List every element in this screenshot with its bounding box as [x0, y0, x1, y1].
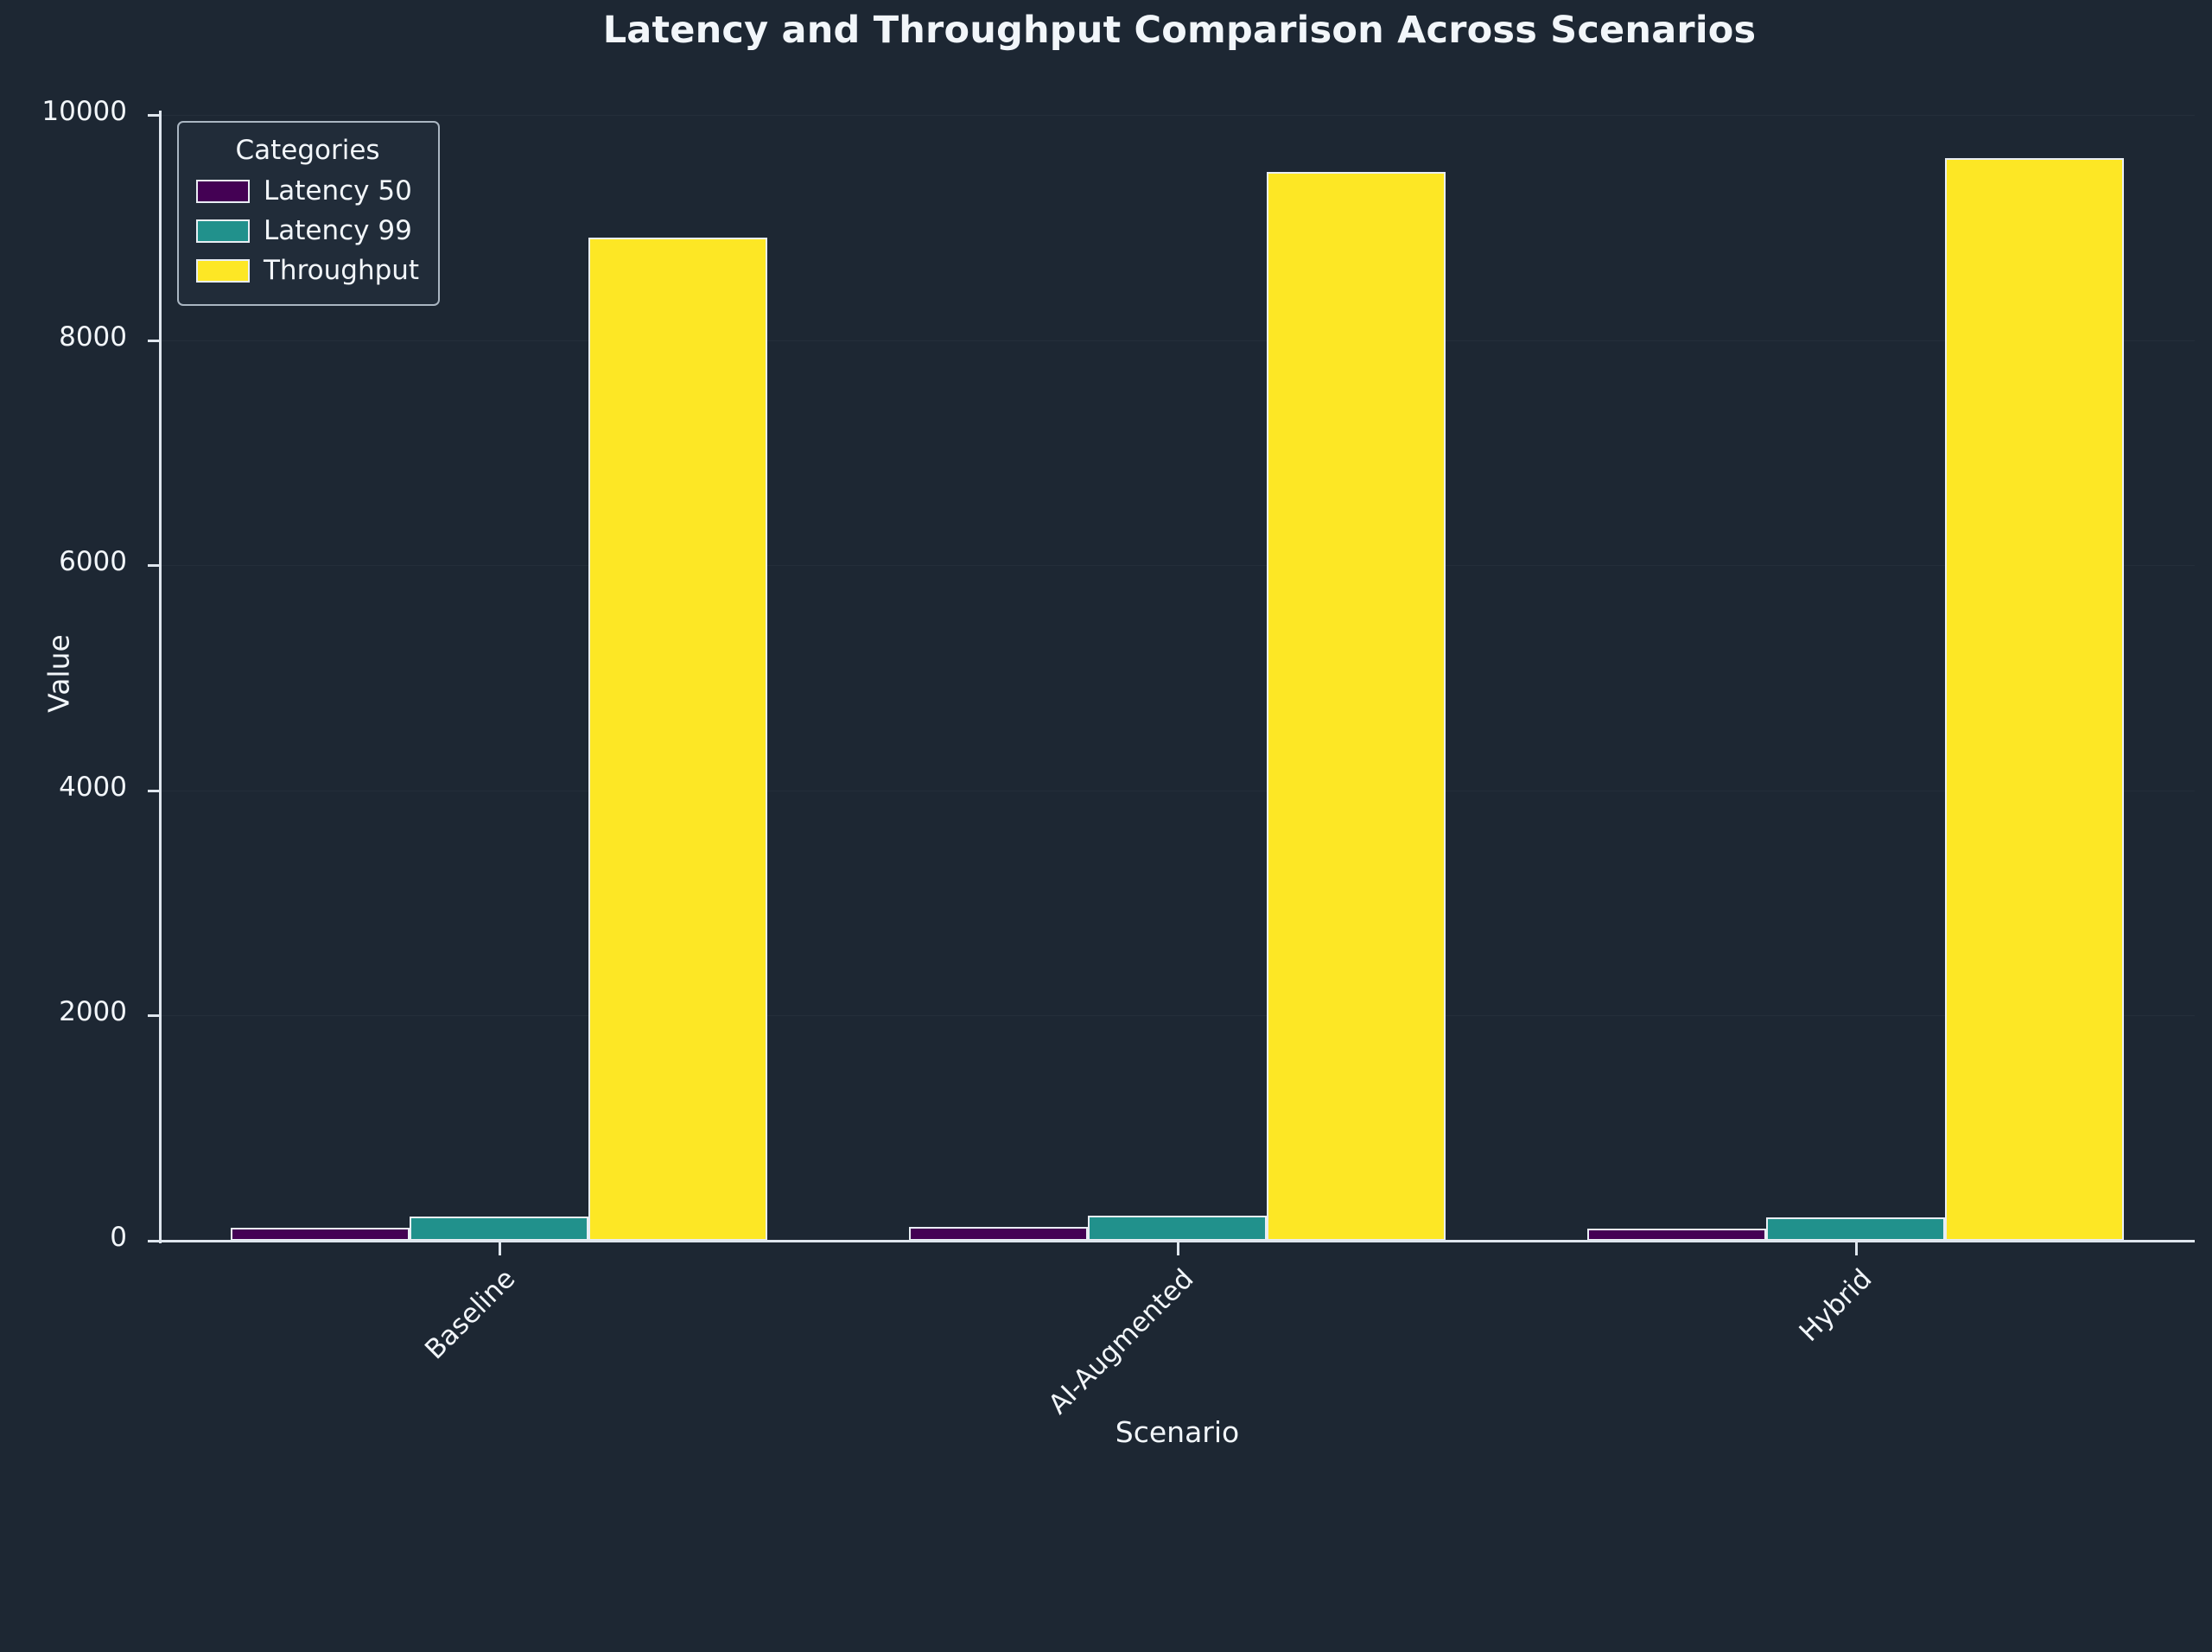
x-tick-label: Hybrid — [1793, 1263, 1878, 1348]
y-tick-label: 8000 — [59, 321, 127, 353]
bar[interactable] — [588, 238, 767, 1241]
x-tick-label: Baseline — [418, 1263, 521, 1366]
bar[interactable] — [1088, 1215, 1267, 1241]
x-axis-spine — [159, 1240, 2195, 1242]
y-tick-mark — [148, 339, 159, 342]
y-tick-label: 4000 — [59, 771, 127, 803]
legend-swatch-icon — [196, 219, 250, 243]
bar[interactable] — [1266, 172, 1446, 1241]
bar[interactable] — [909, 1227, 1089, 1241]
y-axis-title: Value — [41, 634, 76, 713]
bar[interactable] — [410, 1217, 588, 1241]
legend-title: Categories — [235, 135, 380, 166]
x-tick-mark — [498, 1242, 501, 1255]
legend-label: Latency 50 — [264, 175, 412, 206]
x-tick-label: AI-Augmented — [1042, 1263, 1199, 1420]
chart-figure: Latency and Throughput Comparison Across… — [41, 9, 2195, 1449]
x-tick-mark — [1854, 1242, 1858, 1255]
chart-title: Latency and Throughput Comparison Across… — [602, 9, 1757, 52]
y-tick-label: 6000 — [59, 546, 127, 578]
legend-swatch-icon — [196, 179, 250, 203]
plot-area — [160, 115, 2195, 1241]
legend-swatch-icon — [196, 258, 250, 283]
legend-item[interactable]: Latency 99 — [196, 211, 419, 251]
y-tick-mark — [148, 564, 159, 568]
gridline — [160, 340, 2195, 341]
chart-legend[interactable]: Categories Latency 50 Latency 99 Throughpu… — [177, 121, 441, 306]
y-tick-label: 10000 — [41, 96, 127, 127]
gridline — [160, 565, 2195, 566]
y-tick-mark — [148, 1014, 159, 1018]
bar[interactable] — [231, 1228, 410, 1241]
legend-item[interactable]: Throughput — [196, 251, 419, 290]
legend-item[interactable]: Latency 50 — [196, 171, 419, 211]
legend-entries: Latency 50 Latency 99 Throughput — [196, 171, 419, 290]
x-axis-title: Scenario — [1115, 1415, 1240, 1449]
bar[interactable] — [1587, 1228, 1767, 1241]
gridline — [160, 115, 2195, 116]
y-tick-mark — [148, 1240, 159, 1242]
y-axis-spine — [159, 111, 162, 1243]
legend-label: Latency 99 — [264, 215, 412, 246]
gridline — [160, 1015, 2195, 1016]
y-tick-mark — [148, 114, 159, 117]
y-tick-label: 2000 — [59, 996, 127, 1028]
bar[interactable] — [1766, 1217, 1945, 1241]
legend-label: Throughput — [264, 255, 420, 286]
bar[interactable] — [1944, 157, 2124, 1241]
y-tick-mark — [148, 789, 159, 792]
y-tick-label: 0 — [110, 1222, 127, 1253]
x-tick-mark — [1176, 1242, 1179, 1255]
